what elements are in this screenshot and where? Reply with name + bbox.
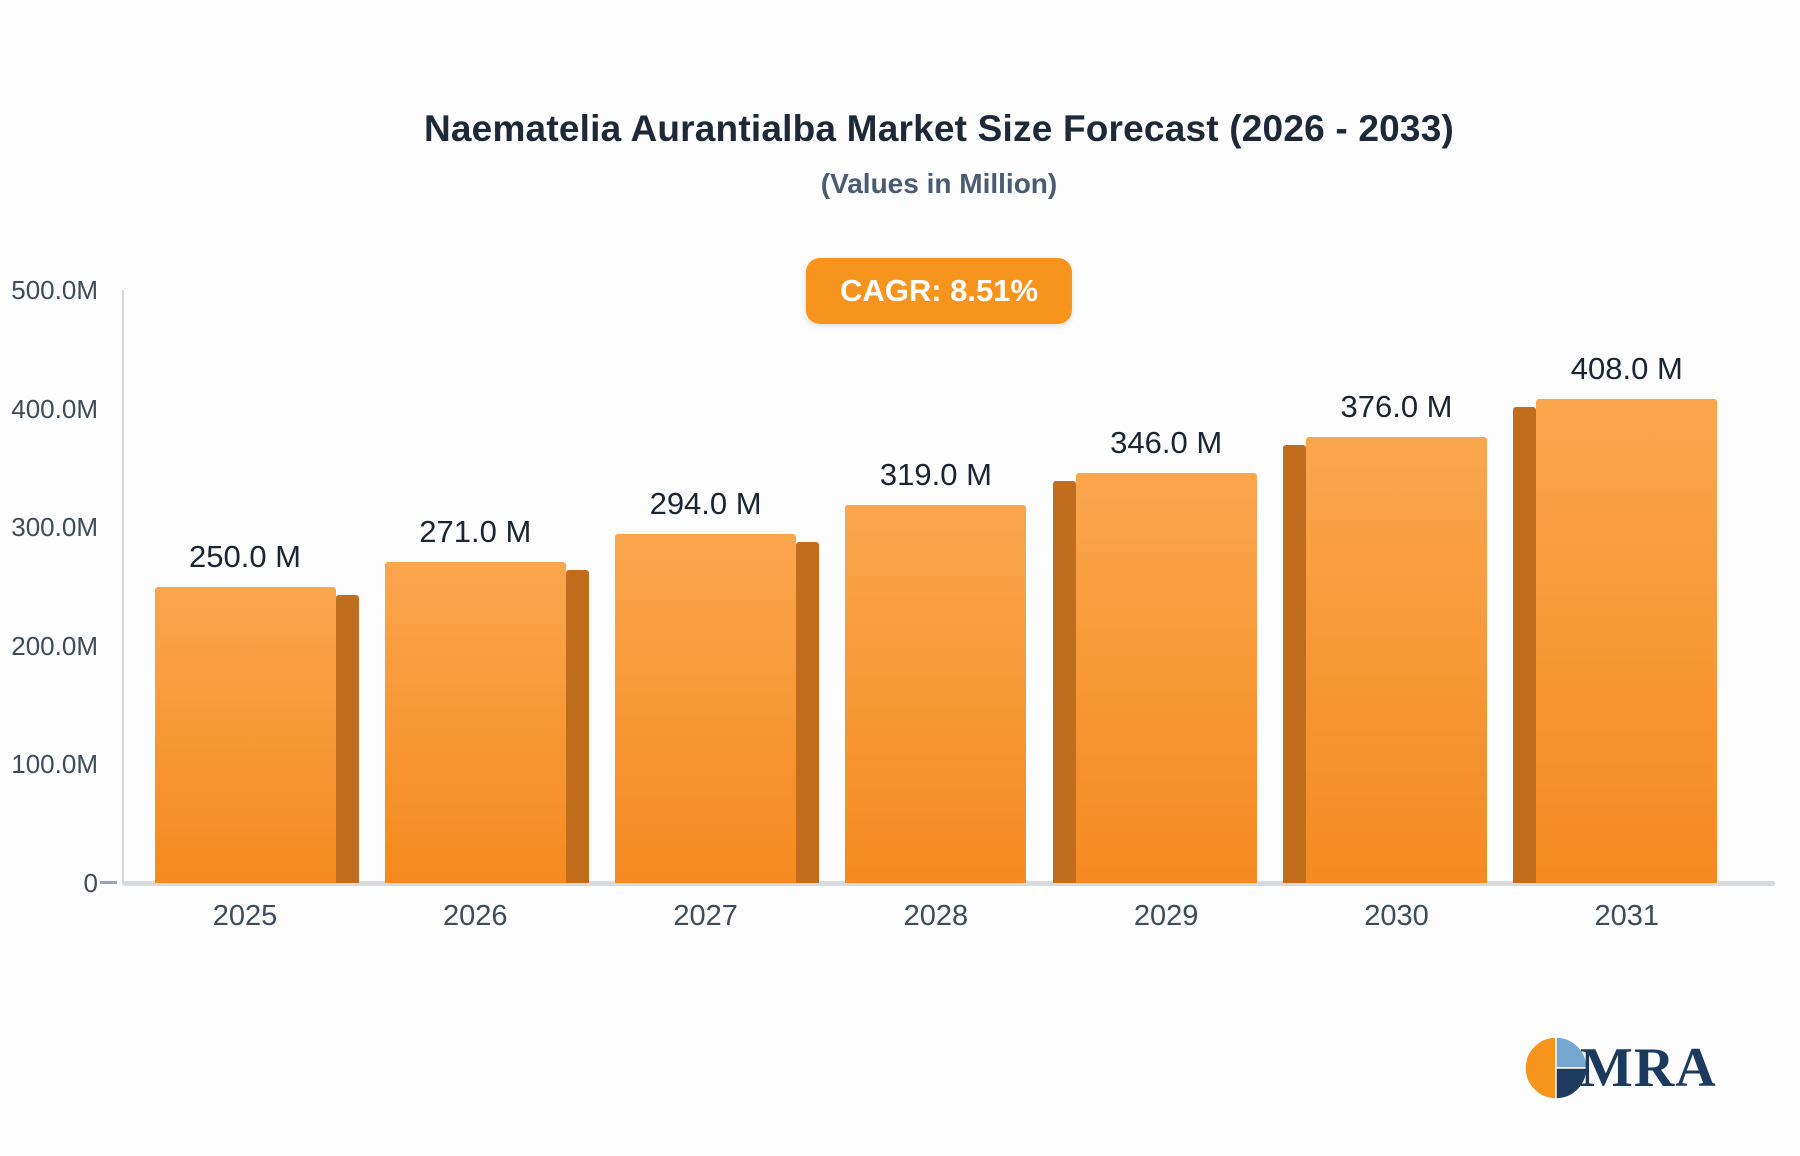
bar-side-2026 xyxy=(565,569,589,883)
y-axis-label-400.0M: 400.0M xyxy=(11,393,98,424)
bar-value-2029: 346.0 M xyxy=(1110,424,1223,460)
mra-logo: MRA xyxy=(1524,1036,1717,1100)
logo-pie-slice-lightblue xyxy=(1555,1036,1588,1069)
x-axis-label-2031: 2031 xyxy=(1594,900,1660,932)
y-axis-line xyxy=(122,290,124,883)
y-axis-label-0: 0 xyxy=(83,868,98,898)
bar-2028 xyxy=(845,504,1027,883)
zero-tick-mark xyxy=(100,881,117,884)
bar-2030 xyxy=(1306,437,1487,883)
bar-2027 xyxy=(615,534,797,883)
y-axis-label-500.0M: 500.0M xyxy=(11,275,98,305)
y-axis-label-300.0M: 300.0M xyxy=(11,512,98,543)
bar-value-2030: 376.0 M xyxy=(1340,389,1453,425)
x-axis-label-2026: 2026 xyxy=(443,900,508,932)
bar-side-2029 xyxy=(1052,480,1076,883)
x-axis-labels: 2025 2026 2027 2028 2029 2030 2031 xyxy=(122,900,1775,942)
bar-side-2025 xyxy=(335,594,359,883)
bar-2025 xyxy=(154,586,336,883)
bar-side-2030 xyxy=(1283,445,1306,883)
bar-value-2025: 250.0 M xyxy=(188,538,301,574)
bar-value-2028: 319.0 M xyxy=(879,456,992,492)
y-axis-labels: 500.0M 400.0M 300.0M 200.0M 100.0M 0 xyxy=(0,275,106,898)
bar-2031 xyxy=(1536,399,1718,883)
bar-value-2027: 294.0 M xyxy=(649,486,762,522)
chart-subtitle: (Values in Million) xyxy=(820,168,1058,199)
logo-text: MRA xyxy=(1580,1037,1717,1099)
bar-side-2031 xyxy=(1513,407,1537,883)
chart-title: Naematelia Aurantialba Market Size Forec… xyxy=(423,108,1455,149)
logo-pie-icon xyxy=(1524,1036,1588,1100)
x-axis-label-2028: 2028 xyxy=(903,900,969,932)
x-axis-label-2025: 2025 xyxy=(212,900,278,932)
y-axis-label-100.0M: 100.0M xyxy=(11,749,98,780)
cagr-badge: CAGR: 8.51% xyxy=(805,258,1073,324)
bar-value-2026: 271.0 M xyxy=(419,513,532,549)
x-axis-label-2029: 2029 xyxy=(1133,900,1199,932)
y-axis-label-200.0M: 200.0M xyxy=(11,630,98,661)
bar-value-2031: 408.0 M xyxy=(1570,351,1683,387)
x-axis-label-2030: 2030 xyxy=(1364,900,1429,932)
bar-side-2027 xyxy=(796,542,820,883)
x-axis-line xyxy=(122,881,1775,886)
bar-2026 xyxy=(384,561,566,883)
logo-pie-slice-navy xyxy=(1555,1067,1588,1100)
plot-area: 250.0 M 271.0 M 294.0 M 319.0 M 346.0 M 376.0… xyxy=(100,290,1775,886)
bar-2029 xyxy=(1075,472,1257,883)
x-axis-label-2027: 2027 xyxy=(673,900,738,932)
logo-pie-slice-orange xyxy=(1524,1036,1557,1100)
